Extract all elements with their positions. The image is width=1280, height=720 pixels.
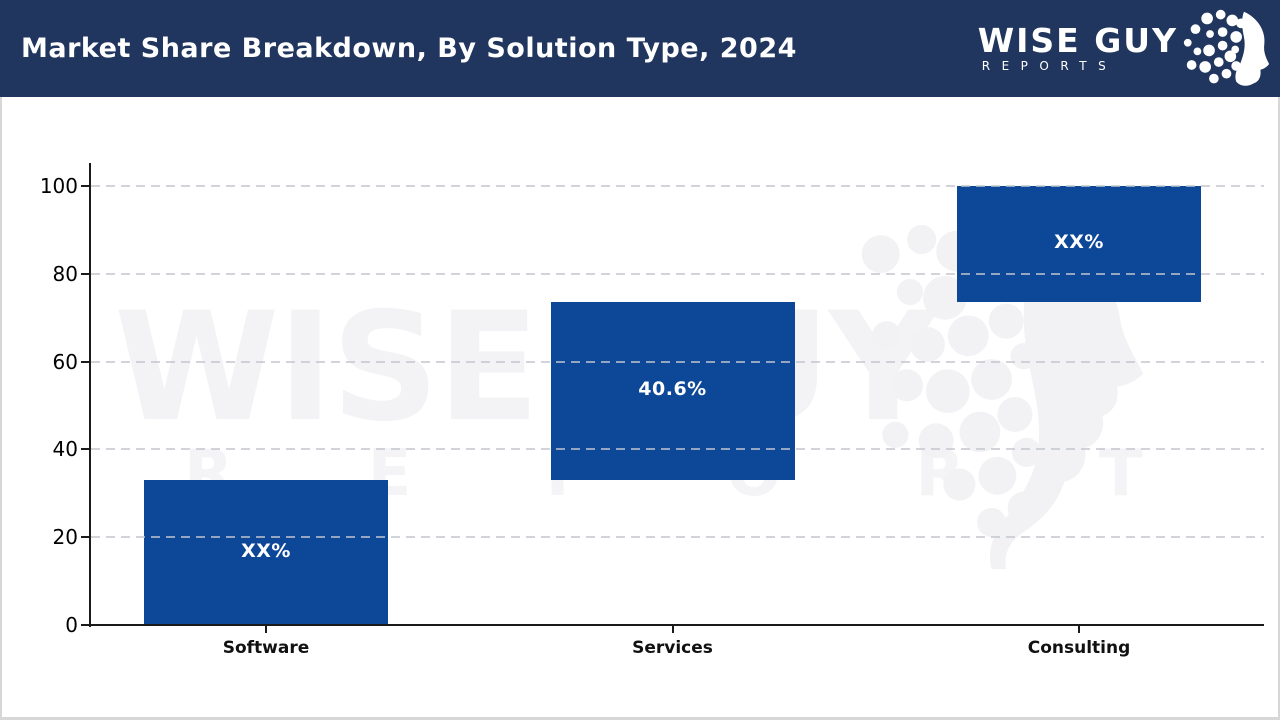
y-tick-40 — [81, 448, 89, 451]
bar-software: XX% — [144, 480, 388, 625]
y-axis-line — [89, 163, 91, 627]
y-tick-label-80: 80 — [52, 261, 78, 286]
category-label-consulting: Consulting — [1027, 638, 1131, 658]
logo-face-icon — [1183, 9, 1270, 86]
y-tick-label-100: 100 — [39, 174, 78, 198]
logo-wordmark: WISE GUY — [977, 20, 1178, 60]
page-title: Market Share Breakdown, By Solution Type… — [21, 33, 797, 64]
bar-consulting: XX% — [957, 186, 1201, 302]
y-tick-0 — [81, 624, 89, 626]
bar-value-label-services: 40.6% — [638, 378, 707, 400]
gridline-100 — [91, 185, 1264, 187]
gridline-60 — [91, 360, 1264, 363]
y-tick-label-0: 0 — [65, 613, 78, 637]
category-label-services: Services — [632, 638, 713, 658]
chart-area: WISE GUY R E P O R T S 020406080100XX%So… — [0, 97, 1280, 720]
watermark-wordmark: WISE GUY — [114, 281, 938, 455]
y-tick-label-20: 20 — [52, 525, 78, 550]
y-tick-100 — [81, 185, 89, 187]
y-tick-20 — [81, 536, 89, 539]
gridline-20 — [91, 536, 1264, 539]
logo-subtitle: REPORTS — [981, 59, 1118, 74]
gridline-80 — [91, 272, 1264, 275]
bar-value-label-software: XX% — [241, 539, 291, 562]
bar-services: 40.6% — [550, 301, 795, 481]
wise-guy-logo: WISE GUY REPORTS — [978, 7, 1280, 91]
x-axis-line — [89, 624, 1264, 626]
x-tick-consulting — [1078, 626, 1080, 633]
y-tick-label-40: 40 — [52, 437, 78, 462]
y-tick-80 — [81, 272, 89, 275]
gridline-40 — [91, 448, 1264, 451]
y-tick-60 — [81, 360, 89, 363]
x-tick-software — [265, 626, 267, 633]
header-bar: Market Share Breakdown, By Solution Type… — [0, 0, 1280, 97]
x-tick-services — [671, 626, 674, 633]
category-label-software: Software — [222, 638, 310, 658]
logo-text: WISE GUY REPORTS — [977, 20, 1178, 74]
y-tick-label-60: 60 — [52, 349, 78, 374]
bar-value-label-consulting: XX% — [1054, 230, 1104, 253]
